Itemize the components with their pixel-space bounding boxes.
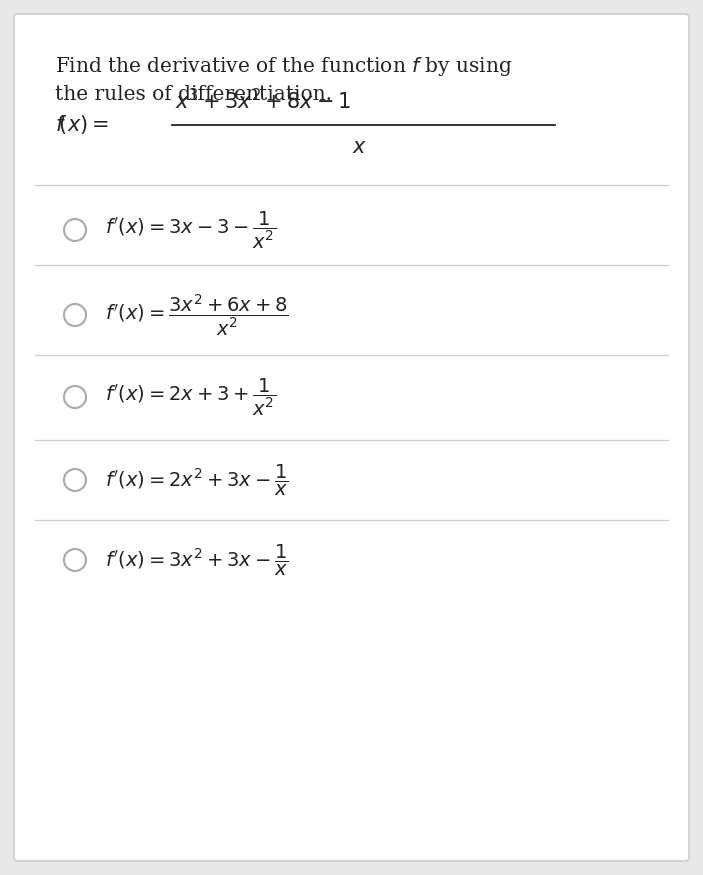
Text: $x^3 + 3x^2 + 8x - 1$: $x^3 + 3x^2 + 8x - 1$ (175, 88, 352, 113)
Text: $\mathit{f}'(x) = 3x - 3 - \dfrac{1}{x^2}$: $\mathit{f}'(x) = 3x - 3 - \dfrac{1}{x^2… (105, 209, 276, 251)
Text: $\mathit{f}\!(x) =$: $\mathit{f}\!(x) =$ (55, 114, 109, 136)
Text: $\mathit{f}'(x) = 2x + 3 + \dfrac{1}{x^2}$: $\mathit{f}'(x) = 2x + 3 + \dfrac{1}{x^2… (105, 376, 276, 417)
Text: $\mathit{f}'(x) = \dfrac{3x^2 + 6x + 8}{x^2}$: $\mathit{f}'(x) = \dfrac{3x^2 + 6x + 8}{… (105, 292, 289, 338)
Text: $\mathit{f}'(x) = 3x^2 + 3x - \dfrac{1}{x}$: $\mathit{f}'(x) = 3x^2 + 3x - \dfrac{1}{… (105, 542, 289, 578)
Text: Find the derivative of the function $\mathit{f}$ by using: Find the derivative of the function $\ma… (55, 55, 512, 78)
Text: the rules of differentiation.: the rules of differentiation. (55, 85, 332, 104)
FancyBboxPatch shape (14, 14, 689, 861)
Text: $\mathit{f}'(x) = 2x^2 + 3x - \dfrac{1}{x}$: $\mathit{f}'(x) = 2x^2 + 3x - \dfrac{1}{… (105, 463, 289, 498)
Text: $x$: $x$ (352, 138, 368, 157)
